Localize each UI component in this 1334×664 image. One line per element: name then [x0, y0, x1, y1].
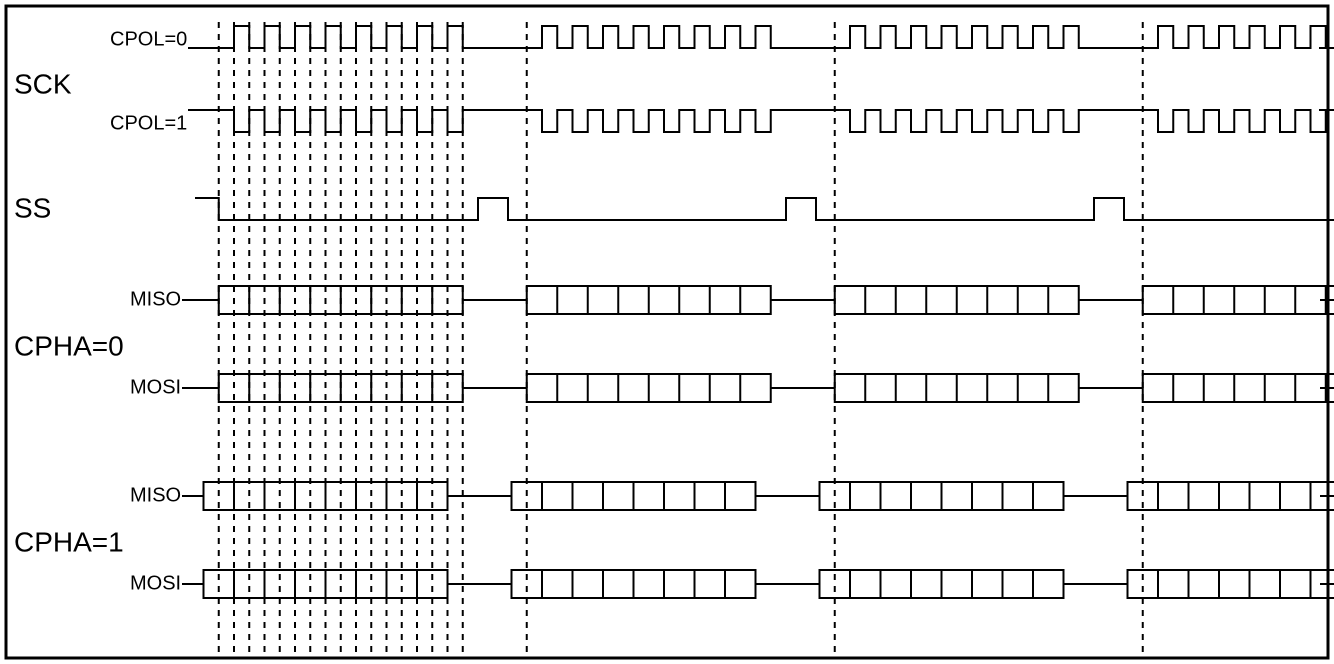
label-cpol-0: CPOL=0	[110, 28, 187, 50]
label-miso: MISO	[130, 288, 181, 310]
lane-cpha0-miso	[196, 286, 1334, 314]
waveform-sck-cpol1	[196, 110, 1334, 132]
label-miso: MISO	[130, 484, 181, 506]
label-cpol-1: CPOL=1	[110, 112, 187, 134]
waveform-ss	[196, 198, 1334, 220]
lane-cpha1-mosi	[196, 570, 1334, 598]
label-ss: SS	[14, 192, 51, 223]
label-mosi: MOSI	[130, 572, 181, 594]
label-cpha-0: CPHA=0	[14, 330, 124, 361]
label-mosi: MOSI	[130, 376, 181, 398]
lane-cpha1-miso	[196, 482, 1334, 510]
label-sck: SCK	[14, 68, 72, 99]
waveform-sck-cpol0	[196, 26, 1334, 48]
label-cpha-1: CPHA=1	[14, 526, 124, 557]
lane-cpha0-mosi	[196, 374, 1334, 402]
